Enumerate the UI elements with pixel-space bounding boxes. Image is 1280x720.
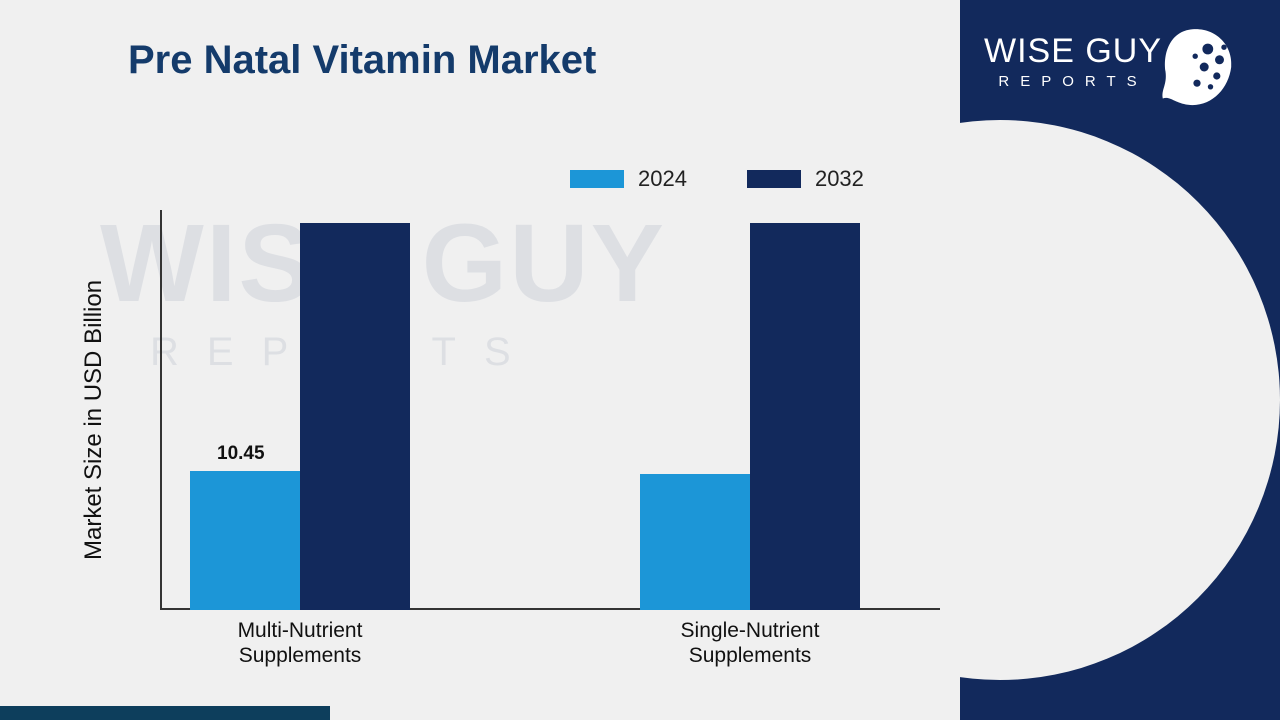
logo-head-icon xyxy=(1152,22,1242,112)
category-label: Single-NutrientSupplements xyxy=(640,618,860,668)
plot-area: 10.45 xyxy=(160,210,940,610)
brand-logo: WISE GUY REPORTS xyxy=(984,32,1162,90)
logo-text-main: WISE GUY xyxy=(984,32,1162,71)
legend-label: 2024 xyxy=(638,166,687,192)
legend-item: 2024 xyxy=(570,166,687,192)
bottom-accent-strip xyxy=(0,706,330,720)
bar xyxy=(190,471,300,610)
bar xyxy=(300,223,410,610)
legend-item: 2032 xyxy=(747,166,864,192)
legend-swatch xyxy=(747,170,801,188)
chart-canvas: WISE GUY REPORTS Pre Natal Vitamin Marke… xyxy=(0,0,1280,720)
chart-title: Pre Natal Vitamin Market xyxy=(128,38,596,83)
y-axis-line xyxy=(160,210,162,610)
bar xyxy=(640,474,750,610)
category-label: Multi-NutrientSupplements xyxy=(190,618,410,668)
logo-text-sub: REPORTS xyxy=(984,73,1162,90)
legend-swatch xyxy=(570,170,624,188)
y-axis-label: Market Size in USD Billion xyxy=(80,280,108,560)
legend-label: 2032 xyxy=(815,166,864,192)
bar xyxy=(750,223,860,610)
legend: 2024 2032 xyxy=(570,166,864,192)
bar-value-label: 10.45 xyxy=(217,443,265,465)
